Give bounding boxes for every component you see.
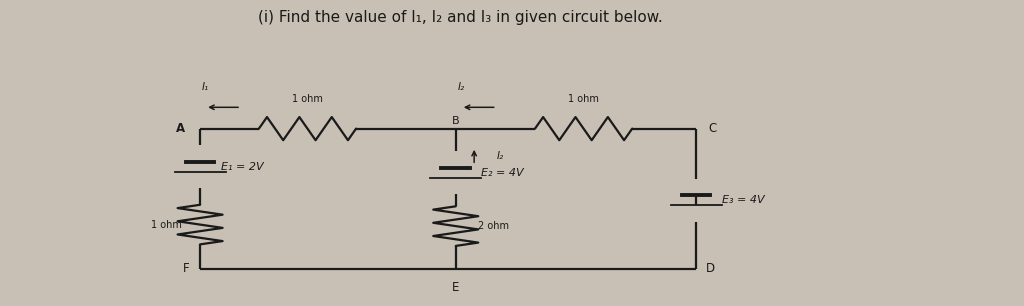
Text: 1 ohm: 1 ohm — [292, 94, 323, 104]
Text: I₂: I₂ — [497, 151, 504, 161]
Text: E₂ = 4V: E₂ = 4V — [481, 168, 524, 178]
Text: E₁ = 2V: E₁ = 2V — [220, 162, 263, 172]
Text: I₁: I₁ — [202, 82, 209, 92]
Text: E₃ = 4V: E₃ = 4V — [722, 195, 764, 205]
Text: B: B — [452, 116, 460, 125]
Text: 2 ohm: 2 ohm — [478, 221, 509, 231]
Text: 1 ohm: 1 ohm — [151, 220, 181, 230]
Text: A: A — [176, 122, 184, 135]
Text: E: E — [452, 281, 460, 294]
Text: 1 ohm: 1 ohm — [568, 94, 599, 104]
Text: C: C — [709, 122, 717, 135]
Text: D: D — [707, 262, 716, 275]
Text: F: F — [183, 262, 189, 275]
Text: I₂: I₂ — [458, 82, 465, 92]
Text: (i) Find the value of I₁, I₂ and I₃ in given circuit below.: (i) Find the value of I₁, I₂ and I₃ in g… — [258, 10, 664, 25]
